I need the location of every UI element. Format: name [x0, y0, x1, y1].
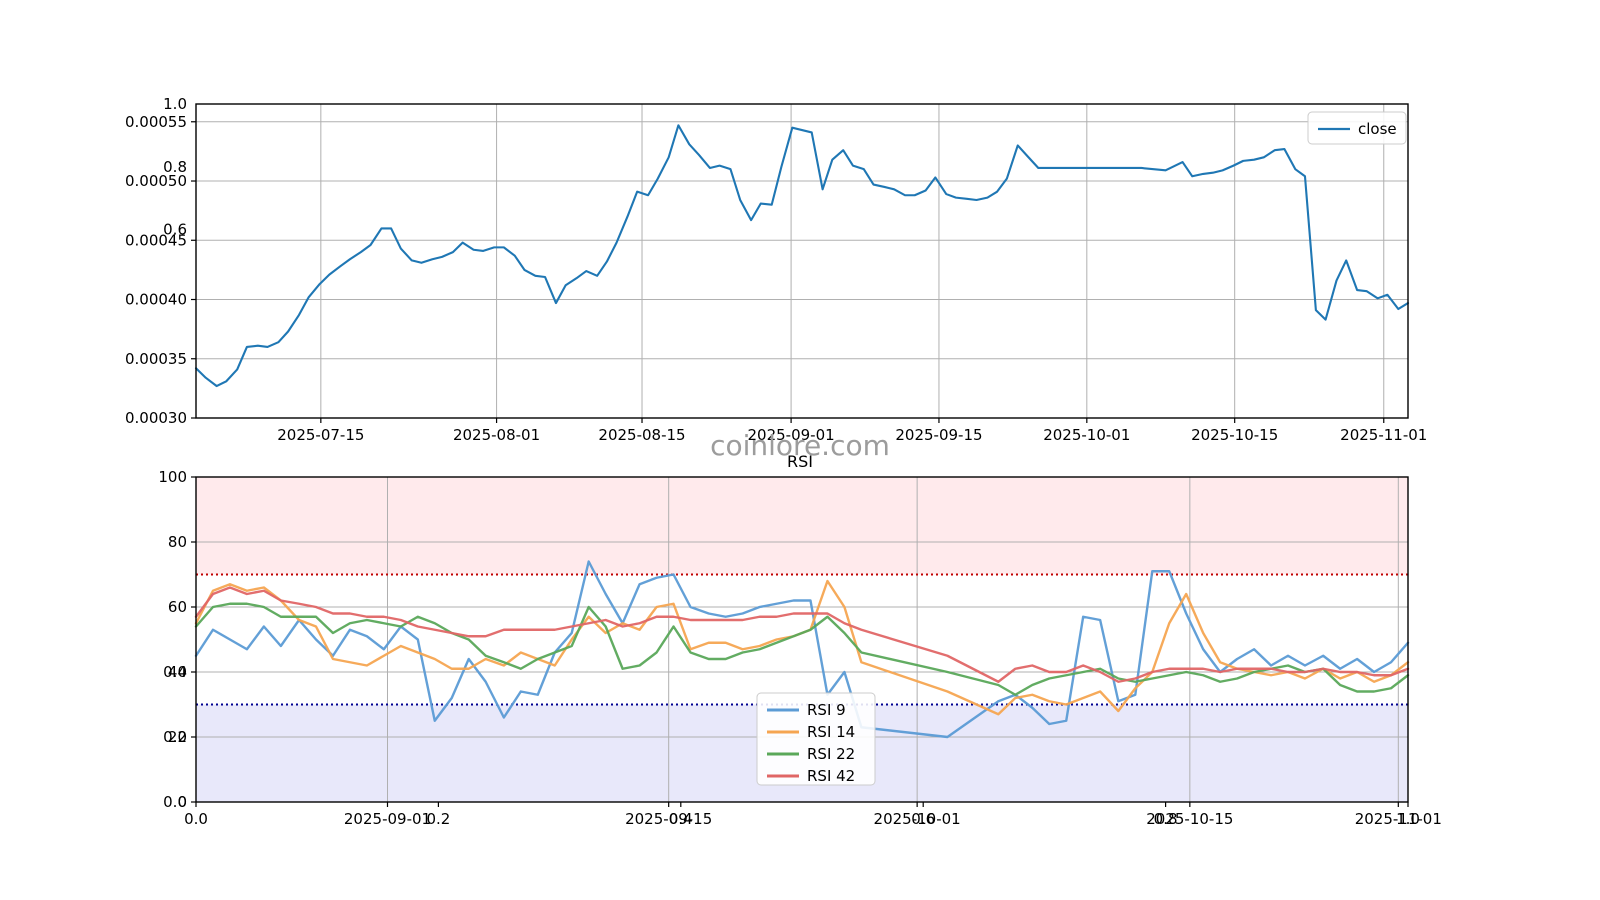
rsi-secondary-x-tick-labels: 0.0 0.2 0.4 0.6 0.8 1.0 [184, 802, 1420, 828]
rsi-secondary-y-tick-label: 0.0 [163, 793, 187, 811]
rsi-legend-label-0: RSI 9 [807, 701, 846, 719]
rsi-secondary-x-tick-label: 0.6 [911, 810, 935, 828]
rsi-y-tick-label: 20 [168, 728, 187, 746]
price-y-tick-label: 0.00055 [125, 113, 187, 131]
price-x-tick-label: 2025-09-01 [747, 426, 834, 444]
rsi-x-tick-label: 2025-09-15 [625, 810, 712, 828]
price-x-tick-label: 2025-09-15 [895, 426, 982, 444]
rsi-x-tick-label: 2025-11-01 [1355, 810, 1442, 828]
rsi-x-tick-label: 2025-10-01 [874, 810, 961, 828]
rsi-overbought-band [196, 477, 1408, 575]
price-y-tick-labels: 0.00030 0.00035 0.00040 0.00045 0.00050 0.000… [125, 113, 196, 427]
price-x-tick-labels: 2025-07-15 2025-08-01 2025-08-15 2025-09-01… [277, 418, 1427, 444]
rsi-legend-box [756, 692, 876, 786]
price-secondary-y-tick-label: 1.0 [163, 95, 187, 113]
price-y-tick-label: 0.00050 [125, 172, 187, 190]
rsi-panel-title: RSI [787, 452, 813, 471]
price-x-tick-label: 2025-10-01 [1043, 426, 1130, 444]
rsi-series-1 [194, 579, 1410, 716]
rsi-secondary-x-tick-label: 0.0 [184, 810, 208, 828]
rsi-legend[interactable]: RSI 9 RSI 14 RSI 22 RSI 42 [756, 692, 876, 786]
rsi-gridlines-vertical [386, 477, 1399, 802]
rsi-secondary-y-tick-label: 0.4 [163, 663, 187, 681]
price-y-tick-label: 0.00035 [125, 350, 187, 368]
price-legend-label-0: close [1358, 120, 1397, 138]
rsi-secondary-y-tick-labels: 0.0 0.2 0.4 [163, 663, 187, 811]
price-legend-box [1307, 111, 1407, 145]
rsi-x-tick-labels: 2025-09-01 2025-09-15 2025-10-01 2025-10-15… [344, 802, 1442, 828]
price-y-tick-label: 0.00040 [125, 291, 187, 309]
rsi-legend-label-3: RSI 42 [807, 767, 855, 785]
price-x-tick-label: 2025-10-15 [1191, 426, 1278, 444]
price-secondary-y-tick-label: 0.6 [163, 221, 187, 239]
price-secondary-y-tick-label: 0.8 [163, 158, 187, 176]
price-secondary-y-tick-labels: 0.6 0.8 1.0 [163, 95, 187, 239]
rsi-y-tick-label: 0 [177, 793, 187, 811]
watermark-group: coinlore.com [710, 429, 890, 462]
rsi-y-tick-label: 100 [158, 468, 187, 486]
rsi-x-tick-label: 2025-09-01 [344, 810, 431, 828]
rsi-y-tick-label: 40 [168, 663, 187, 681]
rsi-y-tick-labels: 0 20 40 60 80 100 [158, 468, 196, 811]
price-x-tick-label: 2025-11-01 [1340, 426, 1427, 444]
rsi-secondary-x-tick-label: 1.0 [1396, 810, 1420, 828]
rsi-secondary-x-tick-label: 0.8 [1154, 810, 1178, 828]
price-x-tick-label: 2025-08-15 [598, 426, 685, 444]
watermark-text: coinlore.com [710, 429, 890, 462]
rsi-series-2 [194, 602, 1410, 696]
rsi-secondary-y-tick-label: 0.2 [163, 728, 187, 746]
price-legend[interactable]: close [1307, 111, 1407, 145]
price-y-tick-label: 0.00030 [125, 409, 187, 427]
price-series-0 [194, 124, 1410, 388]
rsi-axes-frame [195, 476, 1409, 803]
rsi-secondary-x-tick-label: 0.4 [669, 810, 693, 828]
rsi-series-group [194, 560, 1410, 739]
rsi-y-tick-label: 60 [168, 598, 187, 616]
price-y-tick-label: 0.00045 [125, 231, 187, 249]
rsi-legend-label-2: RSI 22 [807, 745, 855, 763]
price-gridlines-vertical [320, 104, 1385, 418]
price-x-tick-label: 2025-08-01 [453, 426, 540, 444]
price-x-tick-label: 2025-07-15 [277, 426, 364, 444]
rsi-series-0 [194, 560, 1410, 739]
rsi-secondary-x-tick-label: 0.2 [426, 810, 450, 828]
rsi-legend-label-1: RSI 14 [807, 723, 855, 741]
price-series-group [194, 124, 1410, 388]
price-axes-frame [195, 103, 1409, 419]
rsi-y-tick-label: 80 [168, 533, 187, 551]
price-plot-background [196, 104, 1408, 418]
rsi-x-tick-label: 2025-10-15 [1146, 810, 1233, 828]
rsi-series-3 [194, 586, 1410, 683]
price-panel: 0.00030 0.00035 0.00040 0.00045 0.00050 0.000… [125, 95, 1427, 444]
